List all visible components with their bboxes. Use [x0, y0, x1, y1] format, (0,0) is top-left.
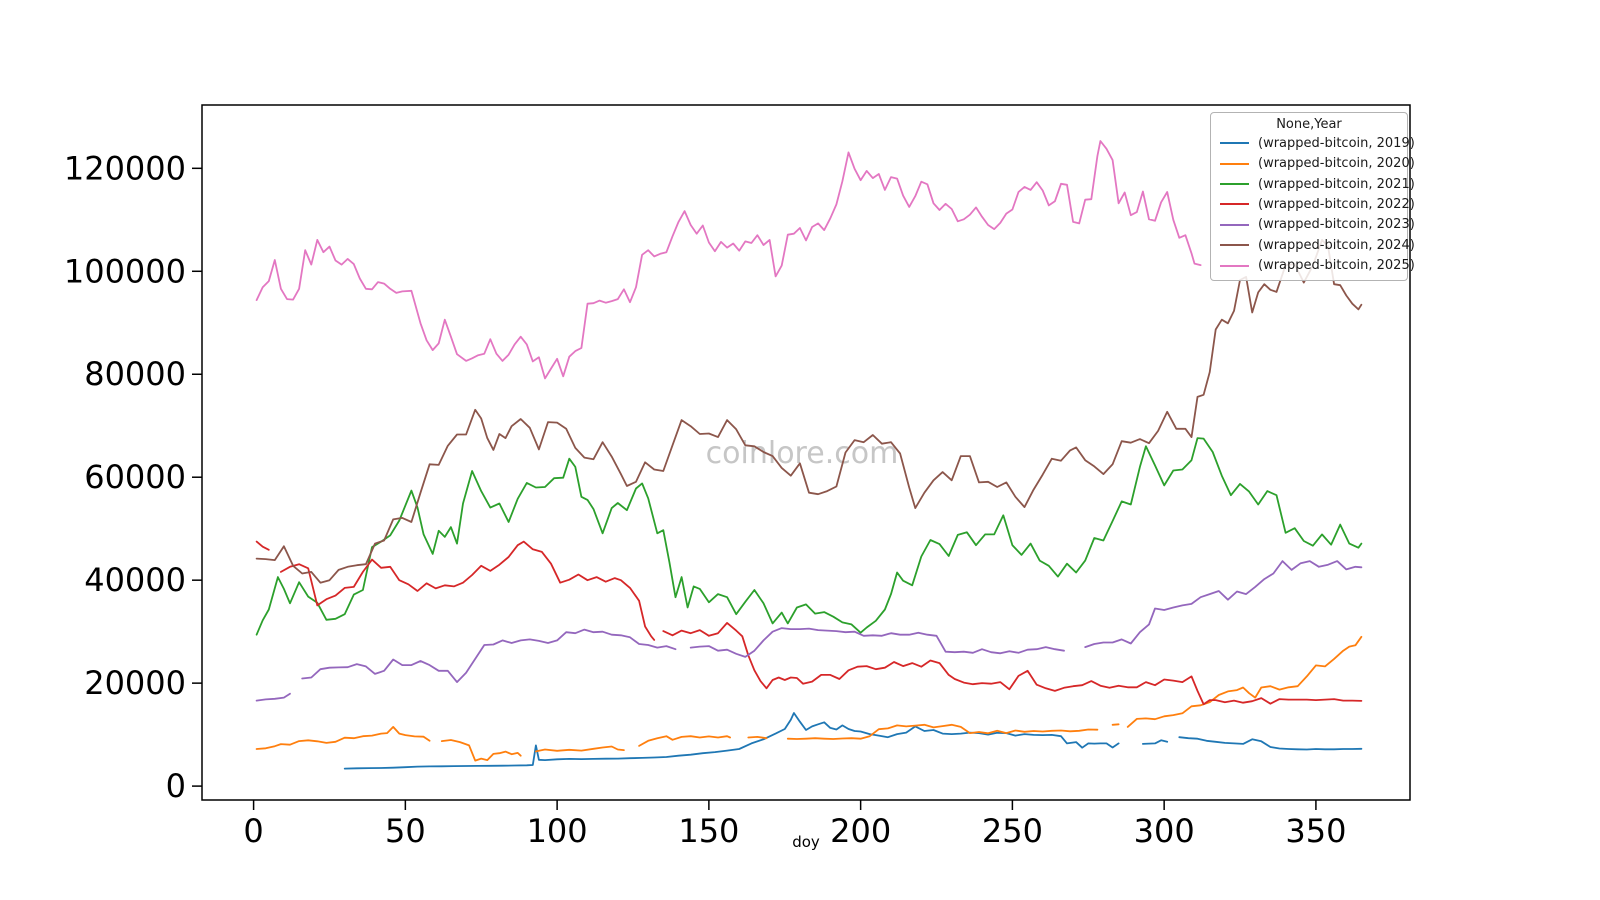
y-tick-label: 0 — [166, 767, 186, 805]
legend-label-2020: (wrapped-bitcoin, 2020) — [1258, 156, 1415, 172]
legend-entry-2020: (wrapped-bitcoin, 2020) — [1211, 153, 1415, 173]
legend-entry-2025: (wrapped-bitcoin, 2025) — [1211, 256, 1415, 276]
series-line-2023 — [689, 627, 1065, 658]
legend-line-sample-2022 — [1220, 203, 1249, 206]
y-tick-label: 20000 — [84, 664, 186, 702]
legend-entry-2019: (wrapped-bitcoin, 2019) — [1211, 133, 1415, 153]
series-line-2022 — [662, 622, 1363, 706]
legend-entry-2023: (wrapped-bitcoin, 2023) — [1211, 215, 1415, 235]
series-line-2020 — [535, 745, 625, 753]
series-line-2020 — [638, 735, 731, 747]
x-tick-label: 100 — [527, 812, 588, 850]
x-tick-label: 350 — [1285, 812, 1346, 850]
legend-label-2025: (wrapped-bitcoin, 2025) — [1258, 258, 1415, 274]
x-tick-label: 0 — [243, 812, 263, 850]
legend: None,Year (wrapped-bitcoin, 2019) (wrappe… — [1210, 112, 1415, 281]
legend-line-sample-2023 — [1220, 223, 1249, 226]
legend-label-2024: (wrapped-bitcoin, 2024) — [1258, 237, 1415, 253]
axes-layer: 0 50 100 150 200 250 300 350 0 20000 40000 60000 800… — [64, 104, 1411, 850]
y-tick-label: 80000 — [84, 355, 186, 393]
series-layer — [255, 140, 1363, 770]
y-tick-label: 120000 — [64, 149, 186, 187]
legend-label-2022: (wrapped-bitcoin, 2022) — [1258, 196, 1415, 212]
series-line-2019 — [343, 712, 1120, 770]
series-line-2023 — [301, 628, 677, 683]
legend-entry-2024: (wrapped-bitcoin, 2024) — [1211, 235, 1415, 255]
series-line-2019 — [1178, 736, 1363, 751]
x-tick-label: 300 — [1134, 812, 1195, 850]
x-tick-label: 150 — [678, 812, 739, 850]
legend-label-2019: (wrapped-bitcoin, 2019) — [1258, 135, 1415, 151]
series-line-2020 — [747, 736, 768, 740]
series-line-2019 — [1142, 739, 1169, 745]
legend-line-sample-2025 — [1220, 264, 1249, 267]
legend-label-2021: (wrapped-bitcoin, 2021) — [1258, 176, 1415, 192]
x-tick-label: 250 — [982, 812, 1043, 850]
series-line-2022 — [279, 540, 656, 641]
series-line-2020 — [1126, 635, 1363, 728]
watermark: coinlore.com — [706, 436, 899, 471]
legend-entry-2022: (wrapped-bitcoin, 2022) — [1211, 194, 1415, 214]
legend-title: None,Year — [1276, 117, 1342, 132]
y-tick-label: 40000 — [84, 561, 186, 599]
legend-line-sample-2021 — [1220, 183, 1249, 186]
legend-line-sample-2024 — [1220, 244, 1249, 247]
x-tick-label: 200 — [830, 812, 891, 850]
axes-box — [201, 104, 1411, 801]
x-tick-label: 50 — [385, 812, 426, 850]
legend-line-sample-2020 — [1220, 162, 1249, 165]
series-line-2020 — [1111, 723, 1120, 726]
series-line-2023 — [1084, 560, 1363, 648]
series-line-2020 — [786, 723, 1099, 740]
legend-entry-2021: (wrapped-bitcoin, 2021) — [1211, 174, 1415, 194]
series-line-2022 — [255, 540, 270, 551]
series-line-2020 — [440, 739, 522, 762]
y-tick-label: 60000 — [84, 458, 186, 496]
legend-rows: (wrapped-bitcoin, 2019) (wrapped-bitcoin,… — [1211, 133, 1415, 276]
series-line-2024 — [255, 238, 1363, 584]
series-line-2021 — [255, 437, 1363, 636]
series-line-2025 — [255, 140, 1202, 380]
x-axis-label: doy — [792, 833, 820, 851]
y-tick-label: 100000 — [64, 252, 186, 290]
legend-label-2023: (wrapped-bitcoin, 2023) — [1258, 217, 1415, 233]
series-line-2020 — [255, 726, 431, 750]
series-line-2023 — [255, 692, 291, 702]
legend-line-sample-2019 — [1220, 142, 1249, 145]
